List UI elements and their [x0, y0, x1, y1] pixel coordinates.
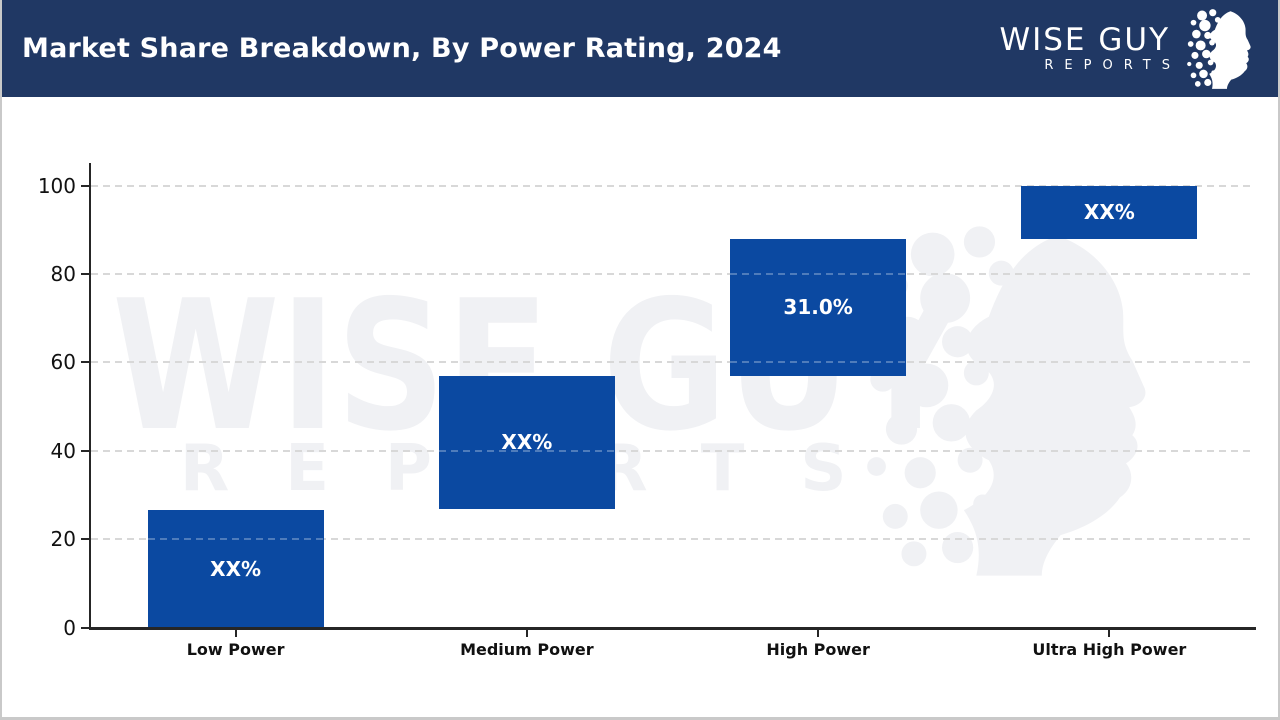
- bar-value-label: XX%: [1083, 200, 1135, 225]
- x-axis-label-high-power: High Power: [766, 640, 870, 659]
- y-tick-label-0: 0: [63, 615, 76, 640]
- gridline-overlay: [147, 538, 324, 541]
- logo-text: WISE GUY REPORTS: [999, 24, 1170, 74]
- bar-value-label: XX%: [210, 556, 262, 581]
- y-tick-20: [81, 538, 89, 541]
- bar-low-power: XX%: [147, 510, 324, 628]
- x-tick-1: [234, 630, 237, 637]
- x-axis-label-ultra-high-power: Ultra High Power: [1032, 640, 1187, 659]
- header-bar: Market Share Breakdown, By Power Rating,…: [2, 0, 1278, 97]
- gridline-overlay: [730, 272, 907, 275]
- bar-medium-power: XX%: [438, 375, 615, 510]
- y-tick-label-60: 60: [50, 350, 76, 375]
- x-axis-label-medium-power: Medium Power: [460, 640, 594, 659]
- y-tick-label-100: 100: [37, 173, 76, 198]
- y-tick-label-40: 40: [50, 438, 76, 463]
- y-tick-100: [81, 184, 89, 187]
- gridline-20: [91, 538, 1255, 541]
- y-tick-label-20: 20: [50, 527, 76, 552]
- gridline-overlay: [730, 361, 907, 364]
- gridline-80: [91, 272, 1255, 275]
- y-tick-60: [81, 361, 89, 364]
- y-tick-40: [81, 449, 89, 452]
- y-axis-line: [89, 163, 91, 629]
- y-tick-label-80: 80: [50, 261, 76, 286]
- x-tick-3: [817, 630, 820, 637]
- bar-value-label: 31.0%: [783, 295, 853, 320]
- wise-guy-head-icon: [1187, 8, 1251, 89]
- x-tick-4: [1108, 630, 1111, 637]
- y-tick-0: [81, 626, 89, 629]
- gridline-40: [91, 449, 1255, 452]
- chart-title: Market Share Breakdown, By Power Rating,…: [22, 33, 782, 64]
- x-axis-label-low-power: Low Power: [186, 640, 285, 659]
- x-axis-line: [89, 627, 1256, 630]
- bar-high-power: 31.0%: [730, 238, 907, 376]
- gridline-100: [91, 184, 1255, 187]
- logo-subtext: REPORTS: [1044, 58, 1181, 74]
- gridline-60: [91, 361, 1255, 364]
- bar-ultra-high-power: XX%: [1021, 185, 1198, 239]
- wise-guy-logo: WISE GUY REPORTS: [999, 7, 1268, 91]
- logo-wordmark: WISE GUY: [999, 21, 1170, 58]
- x-tick-2: [525, 630, 528, 637]
- y-tick-80: [81, 272, 89, 275]
- bar-value-label: XX%: [501, 430, 553, 455]
- gridline-overlay: [438, 449, 615, 452]
